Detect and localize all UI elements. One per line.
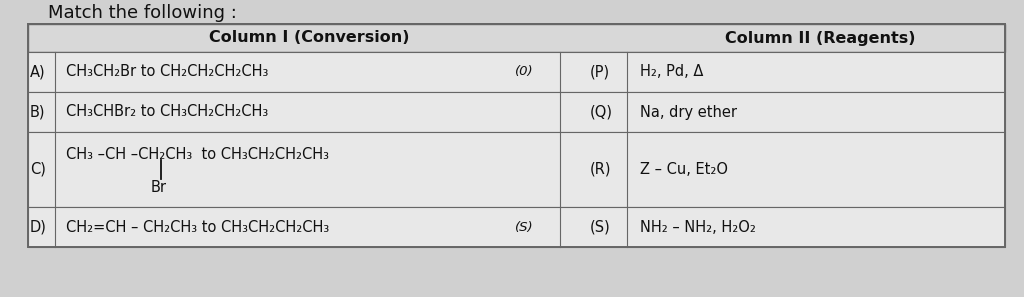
Text: (R): (R) bbox=[590, 162, 611, 177]
Text: CH₂=CH – CH₂CH₃ to CH₃CH₂CH₂CH₃: CH₂=CH – CH₂CH₃ to CH₃CH₂CH₂CH₃ bbox=[66, 219, 330, 235]
Bar bbox=[28, 207, 1005, 247]
Text: D): D) bbox=[30, 219, 47, 235]
Text: Column I (Conversion): Column I (Conversion) bbox=[209, 31, 410, 45]
Text: Na, dry ether: Na, dry ether bbox=[640, 105, 737, 119]
Text: (P): (P) bbox=[590, 64, 610, 80]
Bar bbox=[28, 24, 1005, 52]
Text: (0): (0) bbox=[515, 66, 534, 78]
Bar bbox=[28, 24, 1005, 247]
Text: CH₃CH₂Br to CH₂CH₂CH₂CH₃: CH₃CH₂Br to CH₂CH₂CH₂CH₃ bbox=[66, 64, 268, 80]
Bar bbox=[28, 132, 1005, 207]
Text: NH₂ – NH₂, H₂O₂: NH₂ – NH₂, H₂O₂ bbox=[640, 219, 756, 235]
Bar bbox=[28, 92, 1005, 132]
Text: Z – Cu, Et₂O: Z – Cu, Et₂O bbox=[640, 162, 728, 177]
Bar bbox=[28, 52, 1005, 92]
Text: Br: Br bbox=[151, 180, 167, 195]
Text: B): B) bbox=[30, 105, 45, 119]
Text: H₂, Pd, Δ: H₂, Pd, Δ bbox=[640, 64, 703, 80]
Text: A): A) bbox=[30, 64, 46, 80]
Text: Column II (Reagents): Column II (Reagents) bbox=[725, 31, 915, 45]
Text: CH₃CHBr₂ to CH₃CH₂CH₂CH₃: CH₃CHBr₂ to CH₃CH₂CH₂CH₃ bbox=[66, 105, 268, 119]
Text: (Q): (Q) bbox=[590, 105, 613, 119]
Text: Match the following :: Match the following : bbox=[48, 4, 237, 22]
Text: CH₃ –CH –CH₂CH₃  to CH₃CH₂CH₂CH₃: CH₃ –CH –CH₂CH₃ to CH₃CH₂CH₂CH₃ bbox=[66, 147, 329, 162]
Text: (S): (S) bbox=[515, 220, 534, 233]
Text: C): C) bbox=[30, 162, 46, 177]
Text: (S): (S) bbox=[590, 219, 610, 235]
